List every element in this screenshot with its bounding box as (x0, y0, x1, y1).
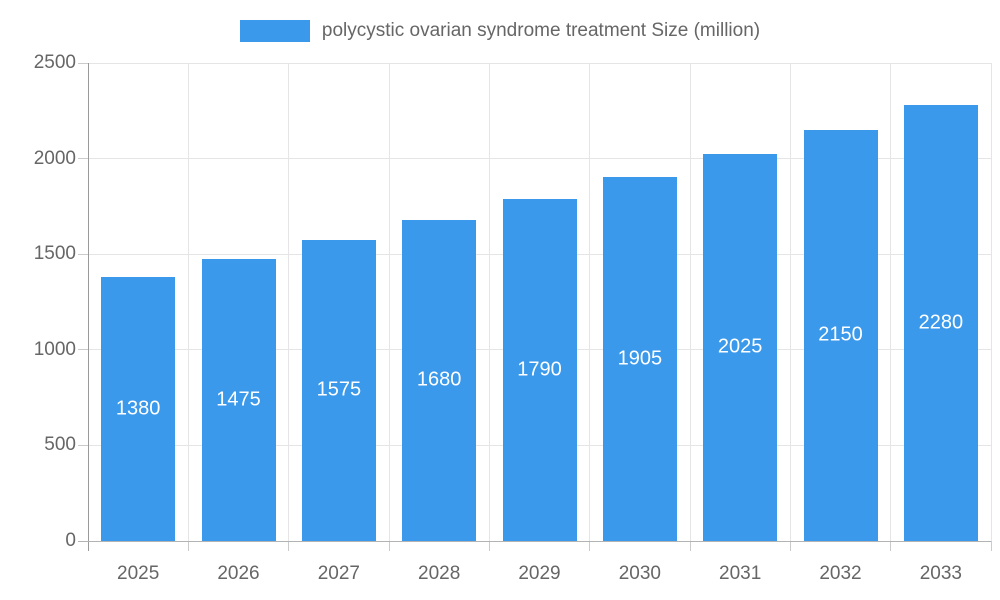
legend-label: polycystic ovarian syndrome treatment Si… (321, 20, 761, 41)
bar-value-label: 2025 (717, 335, 763, 358)
y-axis-tick-label: 500 (44, 434, 76, 456)
bar[interactable] (703, 153, 778, 541)
y-axis-tick (78, 62, 88, 64)
bar[interactable] (502, 198, 577, 541)
x-axis-tick (488, 541, 490, 551)
bar[interactable] (301, 239, 376, 541)
y-axis-tick (78, 444, 88, 446)
x-axis-line (78, 540, 991, 542)
bar-value-label: 1575 (316, 378, 362, 401)
x-axis-tick-label: 2029 (518, 563, 561, 584)
bar-value-label: 1905 (617, 347, 663, 370)
bar-value-label: 2150 (818, 323, 863, 346)
bar-value-label: 1475 (216, 388, 261, 411)
y-axis-tick-label: 1000 (33, 338, 76, 360)
y-axis-line (87, 63, 89, 551)
legend-swatch (239, 20, 310, 42)
x-axis-tick (589, 541, 591, 551)
gridline-vertical (789, 63, 791, 541)
gridline-horizontal (88, 158, 991, 160)
bar[interactable] (402, 219, 477, 541)
y-axis-tick-label: 2500 (33, 52, 76, 73)
y-axis-tick (78, 349, 88, 351)
x-axis-tick-label: 2032 (819, 563, 862, 584)
x-axis-tick-label: 2030 (618, 563, 661, 584)
bar[interactable] (101, 277, 176, 541)
x-axis-tick-label: 2028 (418, 563, 461, 584)
x-axis-tick (990, 541, 992, 551)
gridline-vertical (288, 63, 290, 541)
x-axis-tick (187, 541, 189, 551)
bar[interactable] (201, 258, 276, 541)
x-axis-tick-label: 2026 (217, 563, 260, 584)
bar-value-label: 1790 (517, 358, 562, 381)
x-axis-tick (689, 541, 691, 551)
x-axis-tick (388, 541, 390, 551)
gridline-vertical (890, 63, 892, 541)
gridline-vertical (187, 63, 189, 541)
bar-value-label: 2280 (918, 311, 964, 334)
bar-value-label: 1680 (416, 368, 462, 391)
gridline-vertical (488, 63, 490, 541)
bar[interactable] (903, 105, 978, 541)
y-axis-tick-label: 1500 (33, 243, 76, 265)
gridline-vertical (689, 63, 691, 541)
y-axis-tick-label: 0 (65, 530, 76, 551)
bar[interactable] (803, 129, 878, 541)
x-axis-tick-label: 2025 (117, 563, 160, 584)
x-axis-tick-label: 2033 (919, 563, 962, 584)
x-axis-tick-label: 2027 (317, 563, 360, 584)
y-axis-tick (78, 158, 88, 160)
x-axis-tick (890, 541, 892, 551)
bar-value-label: 1380 (115, 397, 161, 420)
x-axis-tick (789, 541, 791, 551)
gridline-vertical (388, 63, 390, 541)
x-axis-tick (288, 541, 290, 551)
bar[interactable] (602, 176, 677, 541)
legend-item[interactable]: polycystic ovarian syndrome treatment Si… (0, 20, 1000, 42)
y-axis-tick-label: 2000 (33, 147, 76, 169)
gridline-vertical (990, 63, 992, 541)
x-axis-tick-label: 2031 (719, 563, 762, 584)
gridline-vertical (589, 63, 591, 541)
gridline-horizontal (88, 62, 991, 64)
y-axis-tick (78, 253, 88, 255)
